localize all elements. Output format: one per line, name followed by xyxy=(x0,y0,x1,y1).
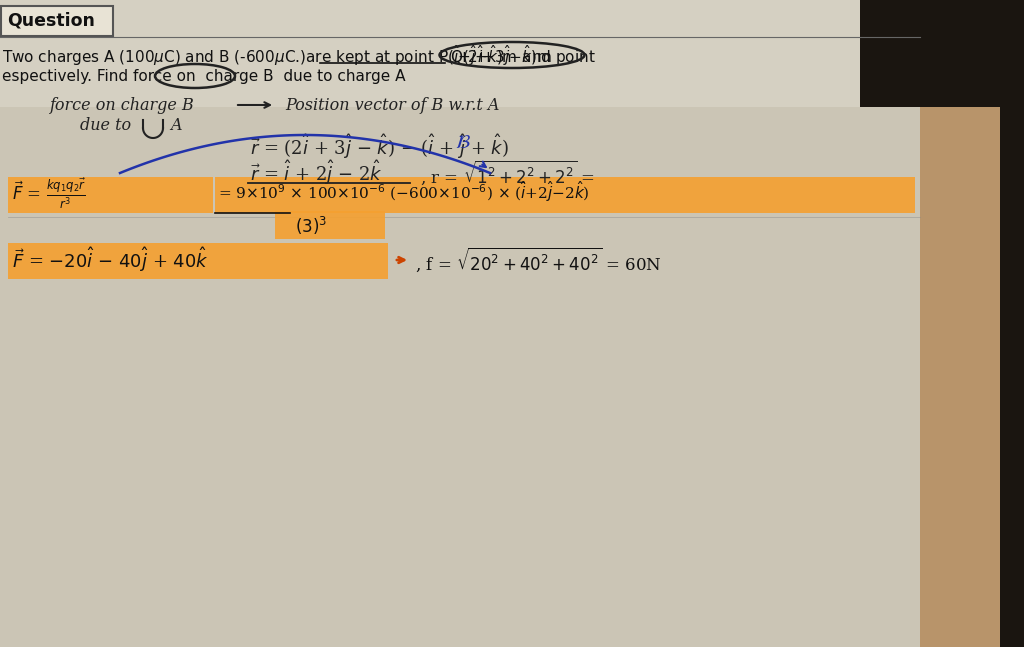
Polygon shape xyxy=(860,0,1024,107)
Polygon shape xyxy=(920,107,1000,647)
Text: Two charges A (100$\mu$C) and B (-600$\mu$C.)are kept at point P($\hat{i}$+$\hat: Two charges A (100$\mu$C) and B (-600$\m… xyxy=(2,43,596,69)
Text: = 9$\times$10$^9$ $\times$ 100$\times$10$^{-6}$ ($-$600$\times$10$^{-6}$) $\time: = 9$\times$10$^9$ $\times$ 100$\times$10… xyxy=(218,180,590,204)
Text: espectively. Find force on  charge B  due to charge A: espectively. Find force on charge B due … xyxy=(2,69,406,85)
Text: $\mathcal{B}$: $\mathcal{B}$ xyxy=(455,134,471,152)
Polygon shape xyxy=(0,0,940,107)
Text: Question: Question xyxy=(7,12,95,30)
FancyBboxPatch shape xyxy=(8,177,213,213)
Text: force on charge B: force on charge B xyxy=(50,96,195,113)
Text: $\vec{r}$ = $\hat{i}$ + 2$\hat{j}$ $-$ 2$\hat{k}$: $\vec{r}$ = $\hat{i}$ + 2$\hat{j}$ $-$ 2… xyxy=(250,159,383,188)
Text: Position vector of B w.r.t A: Position vector of B w.r.t A xyxy=(285,96,500,113)
FancyBboxPatch shape xyxy=(8,243,388,279)
Text: $(3)^3$: $(3)^3$ xyxy=(295,215,328,237)
Text: A: A xyxy=(170,116,181,133)
Text: due to: due to xyxy=(80,116,131,133)
Text: $\vec{r}$ = (2$\hat{i}$ + 3$\hat{j}$ $-$ $\hat{k}$) $-$ ($\hat{i}$ + $\hat{j}$ +: $\vec{r}$ = (2$\hat{i}$ + 3$\hat{j}$ $-$… xyxy=(250,133,509,161)
Text: , r = $\sqrt{1^2 + 2^2 + 2^2}$ =: , r = $\sqrt{1^2 + 2^2 + 2^2}$ = xyxy=(420,159,595,187)
Text: $\vec{F}$ = $\frac{kq_1q_2\vec{r}}{r^3}$: $\vec{F}$ = $\frac{kq_1q_2\vec{r}}{r^3}$ xyxy=(12,177,86,212)
FancyBboxPatch shape xyxy=(215,177,915,213)
Polygon shape xyxy=(0,0,940,647)
FancyBboxPatch shape xyxy=(275,211,385,239)
Text: Q(2$\hat{i}$+3$\hat{j}$−$\hat{k}$)m: Q(2$\hat{i}$+3$\hat{j}$−$\hat{k}$)m xyxy=(450,43,552,69)
Text: $\vec{F}$ = $-20\hat{i}$ $-$ $40\hat{j}$ + $40\hat{k}$: $\vec{F}$ = $-20\hat{i}$ $-$ $40\hat{j}$… xyxy=(12,246,209,274)
Text: , f = $\sqrt{20^2 + 40^2 + 40^2}$ = 60N: , f = $\sqrt{20^2 + 40^2 + 40^2}$ = 60N xyxy=(415,246,662,274)
FancyBboxPatch shape xyxy=(1,6,113,36)
